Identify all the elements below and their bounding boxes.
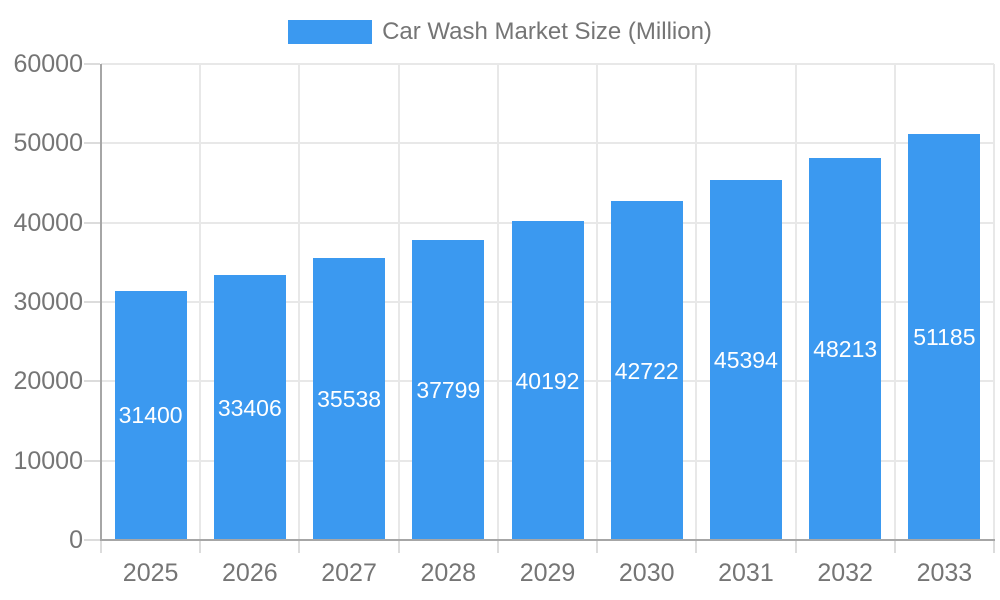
y-axis-tick bbox=[84, 459, 100, 462]
x-axis-tick bbox=[100, 541, 102, 553]
bar-value-label: 51185 bbox=[913, 324, 976, 350]
x-axis-label-2031: 2031 bbox=[718, 559, 774, 587]
x-gridline bbox=[397, 64, 400, 540]
x-axis-label-2025: 2025 bbox=[122, 559, 179, 587]
x-axis-tick bbox=[893, 541, 896, 553]
bar-value-label: 40192 bbox=[515, 367, 580, 394]
y-axis-tick bbox=[84, 142, 100, 145]
x-axis-tick bbox=[199, 541, 202, 553]
x-axis-tick bbox=[993, 541, 995, 553]
bar-value-label: 31400 bbox=[118, 402, 183, 429]
y-axis-label: 20000 bbox=[13, 367, 83, 396]
legend-swatch bbox=[288, 20, 373, 44]
x-gridline bbox=[496, 64, 499, 540]
bar-2032 bbox=[809, 157, 882, 540]
x-gridline bbox=[199, 64, 202, 540]
x-axis-label-2027: 2027 bbox=[321, 559, 377, 587]
x-axis-label-2030: 2030 bbox=[618, 559, 675, 587]
x-axis-tick bbox=[298, 541, 301, 553]
x-axis-line bbox=[100, 539, 995, 541]
x-gridline bbox=[893, 64, 896, 540]
y-axis-label: 50000 bbox=[13, 129, 83, 158]
x-gridline bbox=[993, 64, 995, 540]
bar-2029 bbox=[511, 221, 584, 540]
bar-value-label: 42722 bbox=[614, 357, 679, 384]
y-axis-label: 40000 bbox=[13, 208, 83, 237]
y-axis-tick bbox=[84, 380, 100, 383]
x-axis-tick bbox=[397, 541, 400, 553]
x-gridline bbox=[596, 64, 599, 540]
bar-2025 bbox=[114, 290, 187, 540]
y-gridline bbox=[101, 63, 994, 65]
y-axis-label: 0 bbox=[69, 526, 83, 554]
x-gridline bbox=[695, 64, 698, 540]
x-axis-tick bbox=[794, 541, 797, 553]
y-axis-tick bbox=[84, 301, 100, 303]
y-axis-tick bbox=[84, 539, 100, 541]
x-axis-tick bbox=[496, 541, 499, 553]
y-axis-line bbox=[100, 64, 102, 540]
x-axis-tick bbox=[695, 541, 698, 553]
x-axis-label-2033: 2033 bbox=[916, 559, 973, 587]
bar-value-label: 35538 bbox=[317, 386, 382, 412]
bar-value-label: 37799 bbox=[416, 377, 481, 404]
x-gridline bbox=[298, 64, 301, 540]
x-axis-label-2026: 2026 bbox=[222, 559, 278, 587]
y-axis-label: 30000 bbox=[13, 288, 83, 316]
bar-2031 bbox=[709, 179, 782, 540]
bar-2027 bbox=[313, 258, 386, 540]
legend-label: Car Wash Market Size (Million) bbox=[382, 18, 712, 45]
y-gridline bbox=[101, 142, 994, 145]
x-axis-label-2028: 2028 bbox=[420, 559, 477, 587]
bar-value-label: 33406 bbox=[217, 394, 282, 421]
bar-2030 bbox=[610, 201, 683, 540]
x-axis-label-2032: 2032 bbox=[817, 559, 873, 587]
y-axis-tick bbox=[84, 63, 100, 65]
y-axis-tick bbox=[84, 221, 100, 224]
y-axis-label: 60000 bbox=[13, 50, 83, 78]
x-axis-label-2029: 2029 bbox=[519, 559, 576, 587]
y-axis-label: 10000 bbox=[13, 446, 83, 475]
bar-2033 bbox=[908, 133, 981, 540]
bar-2026 bbox=[213, 275, 286, 540]
bar-value-label: 48213 bbox=[813, 335, 878, 362]
bar-2028 bbox=[412, 240, 485, 540]
x-gridline bbox=[794, 64, 797, 540]
bar-value-label: 45394 bbox=[713, 346, 778, 373]
x-axis-tick bbox=[596, 541, 599, 553]
legend[interactable]: Car Wash Market Size (Million) bbox=[0, 17, 1000, 47]
plot-area: 31400 33406 35538 37799 40192 42722 45394 48213… bbox=[84, 63, 995, 553]
